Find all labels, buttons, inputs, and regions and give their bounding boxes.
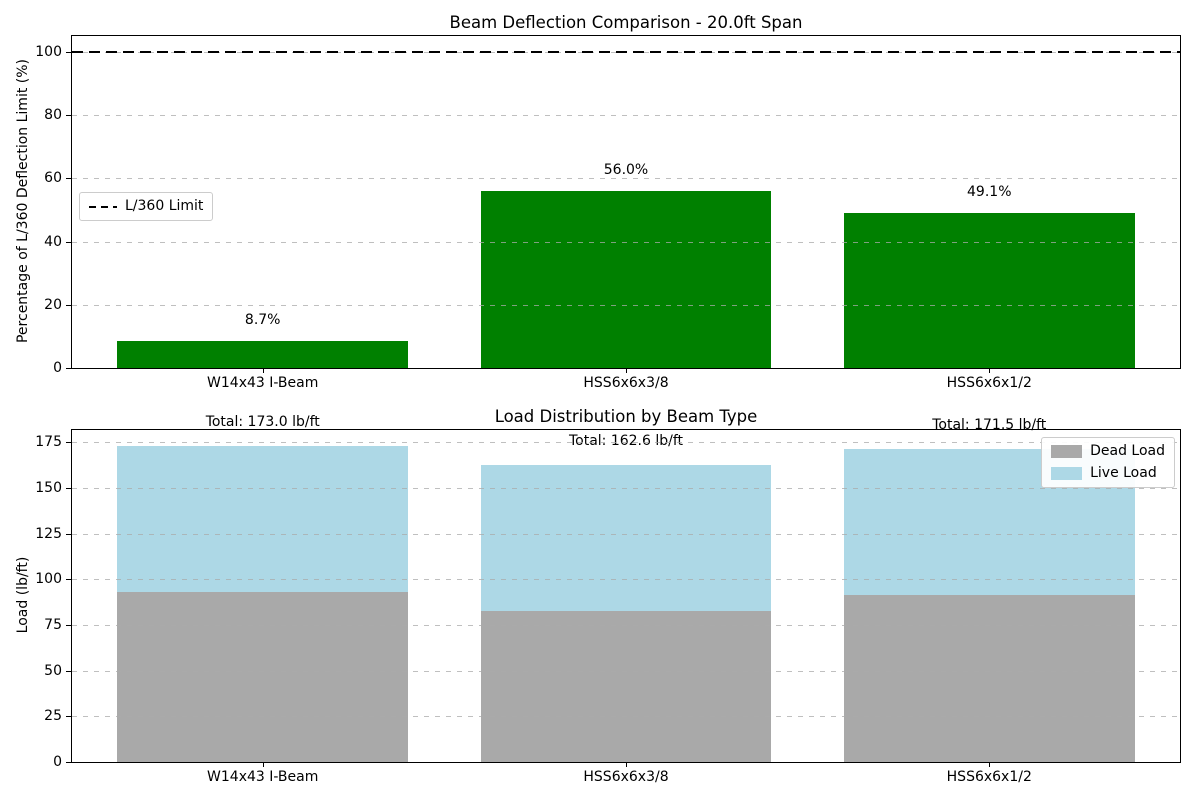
live-load-bar [480, 464, 772, 612]
y-tick-mark [66, 579, 71, 581]
live-load-swatch [1051, 467, 1083, 480]
y-tick-mark [66, 670, 71, 672]
x-tick-label: HSS6x6x3/8 [583, 769, 669, 785]
y-tick-mark [66, 487, 71, 489]
value-label: 49.1% [967, 183, 1012, 200]
legend-label: L/360 Limit [125, 198, 204, 214]
y-tick-mark [66, 178, 71, 180]
value-bar [117, 340, 409, 368]
dead-load-bar [843, 594, 1135, 762]
legend-row: Live Load [1051, 465, 1165, 482]
y-tick-label: 150 [35, 479, 62, 496]
x-tick-mark [989, 763, 991, 767]
gridline [72, 241, 1180, 243]
gridline [72, 533, 1180, 535]
load-plot-area: Total: 173.0 lb/ft W14x43 I-Beam Total: 16… [35, 414, 1181, 785]
y-tick-label: 0 [53, 360, 62, 376]
y-tick-mark [66, 51, 71, 53]
y-tick-mark [66, 115, 71, 117]
y-tick-label: 20 [44, 296, 62, 313]
total-label: Total: 173.0 lb/ft [205, 413, 320, 430]
x-tick-label: HSS6x6x1/2 [946, 769, 1032, 785]
live-load-bar [117, 445, 409, 593]
dashed-line-swatch [89, 205, 117, 208]
y-tick-label: 175 [35, 434, 62, 451]
y-tick-label: 0 [53, 754, 62, 770]
gridline [72, 178, 1180, 180]
y-tick-mark [66, 304, 71, 306]
dead-load-bar [480, 611, 772, 762]
gridline [72, 304, 1180, 306]
y-tick-mark [66, 368, 71, 369]
y-tick-mark [66, 624, 71, 626]
dead-load-bar [117, 592, 409, 762]
gridline [72, 716, 1180, 718]
y-tick-mark [66, 533, 71, 535]
y-tick-mark [66, 762, 71, 763]
y-tick-label: 75 [44, 616, 62, 633]
load-chart-title: Load Distribution by Beam Type [494, 407, 758, 426]
x-tick-mark [262, 369, 264, 373]
total-label: Total: 162.6 lb/ft [568, 432, 684, 449]
value-label: 56.0% [603, 161, 649, 178]
x-tick-mark [989, 369, 991, 373]
deflection-plot-area: 8.7% W14x43 I-Beam 56.0% HSS6x6x3/8 49.1% HSS… [35, 35, 1181, 391]
total-label: Total: 171.5 lb/ft [932, 416, 1047, 433]
x-tick-mark [626, 763, 627, 767]
gridline [72, 579, 1180, 581]
y-tick-label: 50 [44, 662, 62, 679]
gridline [72, 624, 1180, 626]
gridline [72, 442, 1180, 444]
legend-label: Live Load [1090, 465, 1157, 481]
gridline [72, 670, 1180, 672]
gridline [72, 487, 1180, 489]
x-tick-label: W14x43 I-Beam [207, 375, 319, 391]
y-tick-label: 40 [44, 233, 62, 250]
y-tick-mark [66, 241, 71, 243]
gridline [72, 115, 1180, 117]
legend-row: L/360 Limit [89, 198, 203, 215]
limit-line [72, 50, 1180, 53]
y-tick-label: 80 [44, 107, 62, 124]
x-tick-label: W14x43 I-Beam [207, 769, 319, 785]
y-tick-label: 100 [35, 43, 62, 60]
x-tick-label: HSS6x6x1/2 [946, 375, 1032, 391]
y-tick-label: 60 [44, 170, 62, 187]
load-legend: Dead Load Live Load [1041, 437, 1175, 488]
y-tick-mark [66, 716, 71, 718]
y-tick-label: 100 [35, 571, 62, 588]
y-tick-label: 125 [35, 525, 62, 542]
x-tick-label: HSS6x6x3/8 [583, 375, 669, 391]
x-tick-mark [262, 763, 264, 767]
y-tick-label: 25 [44, 708, 62, 725]
dead-load-swatch [1051, 445, 1083, 458]
legend-label: Dead Load [1090, 443, 1165, 459]
value-label: 8.7% [244, 311, 281, 328]
value-bar [480, 190, 772, 368]
value-bar [843, 212, 1135, 368]
legend-row: Dead Load [1051, 443, 1165, 460]
x-tick-mark [626, 369, 627, 373]
y-tick-mark [66, 442, 71, 444]
deflection-legend: L/360 Limit [79, 192, 214, 221]
deflection-chart-title: Beam Deflection Comparison - 20.0ft Span [449, 13, 803, 32]
